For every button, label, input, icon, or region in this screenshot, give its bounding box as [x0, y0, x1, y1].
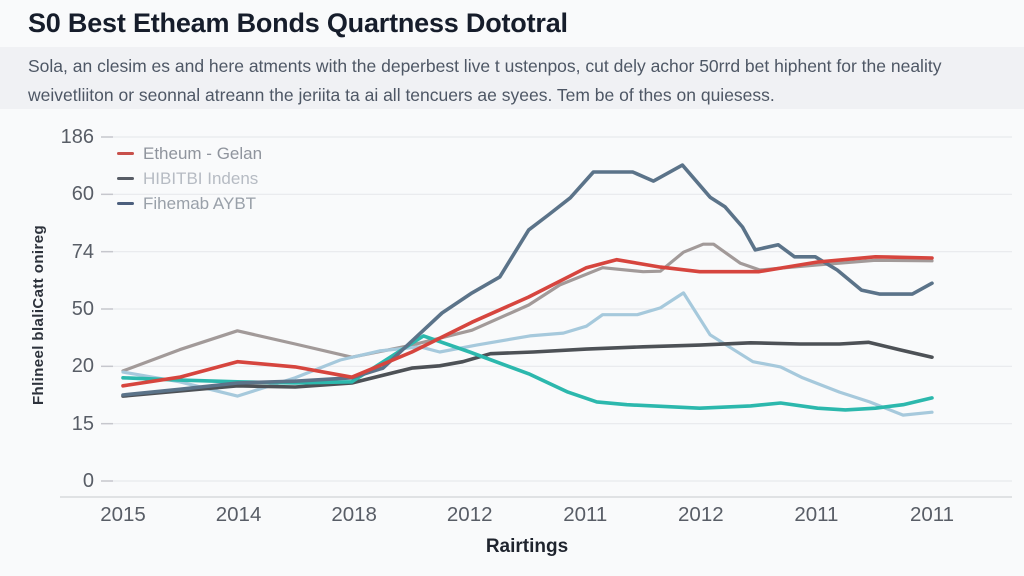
legend-label: HIBITBI Indens — [143, 168, 259, 188]
legend-dash-icon — [117, 177, 134, 180]
x-tick-label: 2011 — [794, 503, 839, 526]
x-tick-label: 2014 — [215, 503, 262, 526]
y-tick-label: 50 — [71, 298, 94, 320]
subtitle-band: Sola, an clesim es and here atments with… — [0, 47, 1024, 109]
series-line-teal — [121, 334, 934, 412]
series-line-etheum-gelan — [121, 254, 934, 388]
x-tick-label: 2011 — [563, 503, 608, 526]
y-tick-label: 60 — [71, 183, 94, 206]
legend-label: Fihemab AYBT — [143, 193, 257, 213]
legend-dash-icon — [117, 202, 134, 205]
x-tick-label: 2018 — [331, 503, 377, 526]
legend-item-3[interactable]: Fihemab AYBT — [117, 191, 262, 216]
y-axis-title: Fhlineel blaliCatt onireg — [30, 224, 47, 406]
series-line-hibitbi-indens — [121, 242, 934, 373]
chart-legend: Etheum - Gelan HIBITBI Indens Fihemab AYBT — [117, 141, 262, 216]
subtitle-line-1: Sola, an clesim es and here atments with… — [28, 56, 942, 76]
y-tick-label: 74 — [71, 240, 94, 263]
legend-dash-icon — [117, 152, 134, 155]
x-axis-title: Rairtings — [485, 536, 569, 557]
y-tick-label: 15 — [71, 412, 94, 435]
x-tick-label: 2012 — [446, 503, 493, 526]
page-title: S0 Best Etheam Bonds Quartness Dototral — [28, 8, 568, 38]
legend-item-1[interactable]: Etheum - Gelan — [117, 141, 262, 166]
subtitle-line-2: weivetliiton or seonnal atreann the jeri… — [28, 85, 775, 105]
legend-item-2[interactable]: HIBITBI Indens — [117, 166, 262, 191]
y-tick-label: 20 — [71, 355, 94, 378]
x-tick-label: 2015 — [100, 503, 146, 526]
y-tick-label: 0 — [82, 470, 94, 492]
x-tick-label: 2012 — [678, 503, 724, 526]
legend-label: Etheum - Gelan — [143, 143, 263, 163]
series-line-light-blue — [121, 291, 934, 417]
x-tick-label: 2011 — [909, 503, 955, 526]
series-line-charcoal — [121, 340, 934, 398]
subtitle: Sola, an clesim es and here atments with… — [0, 47, 1024, 110]
y-tick-label: 186 — [60, 126, 94, 148]
